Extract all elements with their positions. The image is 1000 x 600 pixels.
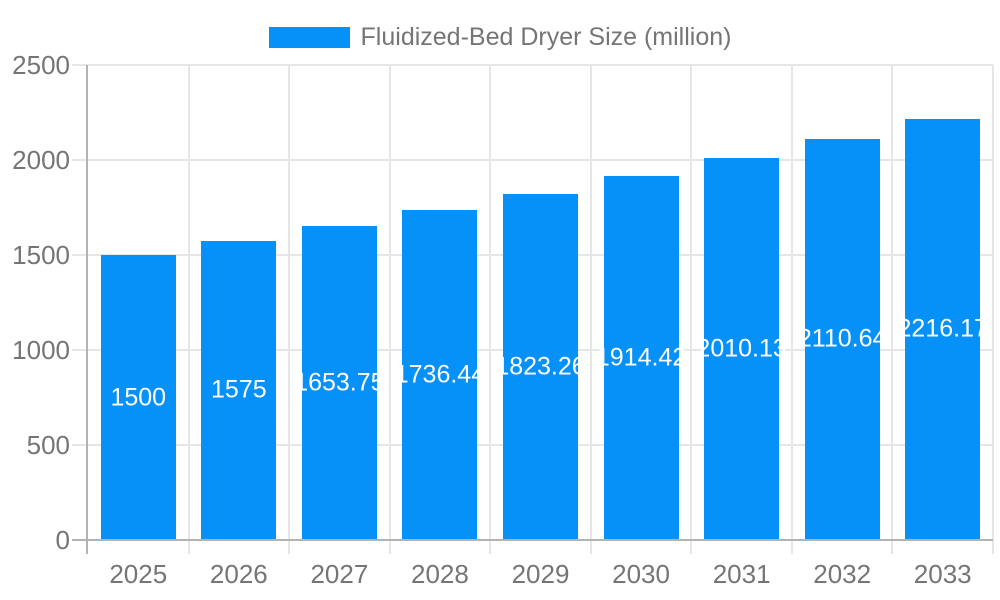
v-gridline [690, 65, 693, 540]
x-tick-mark [589, 540, 592, 554]
y-tick-label: 2000 [12, 145, 70, 175]
v-gridline [489, 65, 492, 540]
bar-value-label: 2110.64 [797, 324, 887, 353]
bar-2033[interactable] [905, 118, 981, 540]
bar-value-label: 1736.44 [394, 360, 486, 389]
x-tick-mark [790, 540, 793, 554]
x-tick-label: 2027 [310, 559, 369, 589]
v-gridline [992, 65, 994, 540]
bar-2025[interactable] [100, 255, 176, 540]
bar-2027[interactable] [301, 225, 377, 540]
x-tick-mark [992, 540, 994, 554]
h-gridline [88, 64, 993, 66]
y-tick-label: 1000 [12, 335, 70, 365]
x-tick-mark [187, 540, 190, 554]
y-tick-label: 2500 [12, 50, 70, 80]
v-gridline [891, 65, 894, 540]
bar-2030[interactable] [603, 176, 679, 540]
x-tick-label: 2026 [209, 559, 268, 589]
v-gridline [589, 65, 592, 540]
v-gridline [187, 65, 190, 540]
y-tick-mark [72, 64, 88, 66]
y-tick-mark [72, 159, 88, 161]
y-tick-mark [72, 254, 88, 256]
bar-value-label: 2216.17 [897, 314, 988, 343]
h-gridline [88, 159, 993, 161]
bar-value-label: 1823.26 [495, 352, 586, 381]
v-gridline [388, 65, 391, 540]
bar-value-label: 1653.75 [294, 368, 385, 397]
x-tick-label: 2031 [712, 559, 771, 589]
x-axis-line [72, 539, 993, 541]
bar-2028[interactable] [402, 210, 478, 540]
legend-item[interactable]: Fluidized-Bed Dryer Size (million) [0, 25, 1000, 50]
y-tick-label: 500 [26, 430, 70, 460]
bar-value-label: 1500 [110, 383, 167, 411]
y-tick-mark [72, 349, 88, 351]
x-tick-label: 2028 [411, 559, 469, 589]
x-tick-mark [489, 540, 492, 554]
legend-swatch [268, 27, 350, 48]
x-tick-label: 2030 [612, 559, 670, 589]
bar-2031[interactable] [704, 158, 780, 540]
legend-label: Fluidized-Bed Dryer Size (million) [360, 23, 732, 51]
bar-value-label: 1575 [211, 375, 267, 404]
x-tick-mark [288, 540, 291, 554]
y-axis-line [86, 65, 88, 554]
v-gridline [790, 65, 793, 540]
y-tick-mark [72, 444, 88, 446]
x-tick-mark [388, 540, 391, 554]
x-tick-label: 2032 [813, 559, 872, 589]
bar-2032[interactable] [804, 138, 880, 540]
x-tick-label: 2025 [109, 559, 168, 589]
x-tick-label: 2029 [511, 559, 570, 589]
bar-value-label: 1914.42 [595, 343, 687, 372]
x-tick-label: 2033 [913, 559, 972, 589]
bar-2026[interactable] [201, 240, 277, 540]
x-tick-mark [891, 540, 894, 554]
y-tick-label: 1500 [12, 240, 70, 270]
v-gridline [288, 65, 291, 540]
x-tick-mark [690, 540, 693, 554]
bar-2029[interactable] [503, 193, 578, 540]
bar-value-label: 2010.13 [696, 334, 787, 363]
y-tick-label: 0 [55, 525, 70, 555]
